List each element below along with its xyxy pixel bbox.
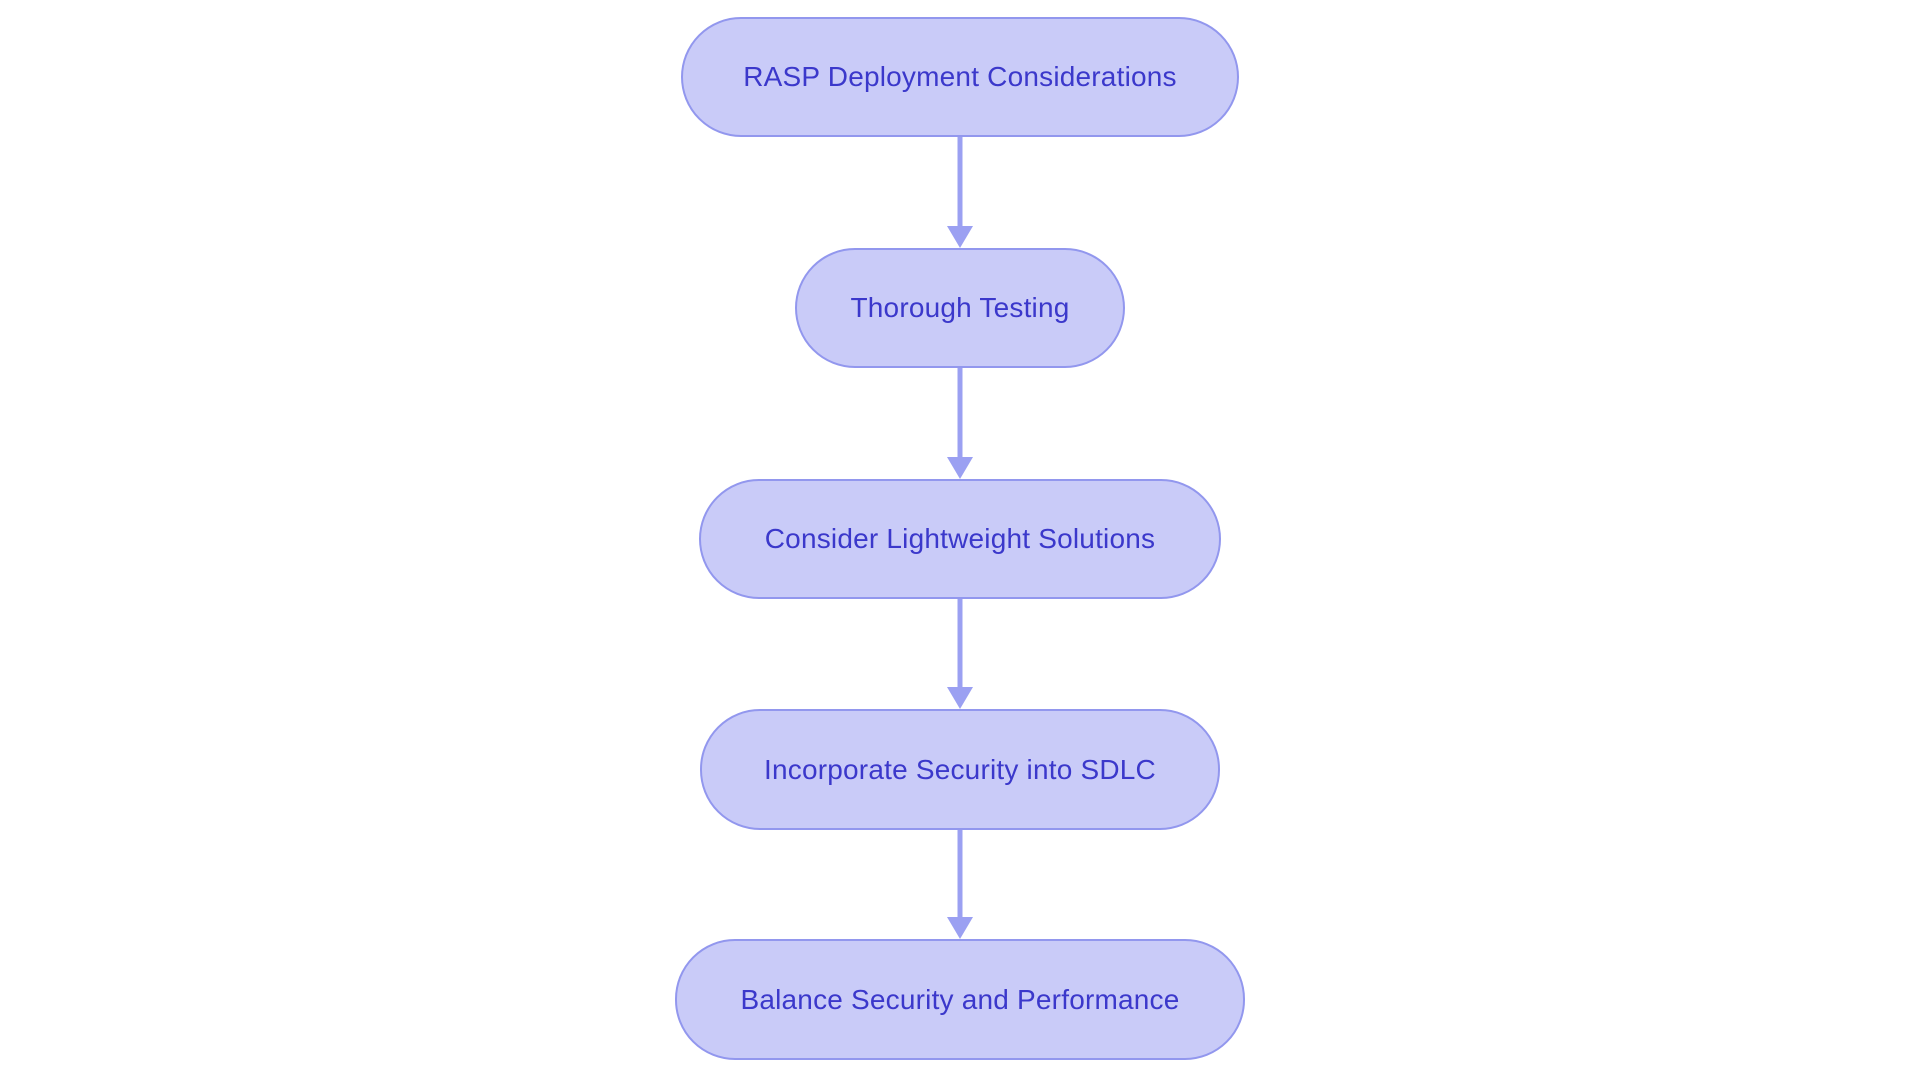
node-consider-lightweight-solutions: Consider Lightweight Solutions <box>699 479 1221 599</box>
node-label: Balance Security and Performance <box>740 983 1180 1015</box>
connector-arrow-2 <box>947 368 973 479</box>
arrow-head-icon <box>947 917 973 939</box>
connector-arrow-3 <box>947 599 973 709</box>
node-rasp-deployment-considerations: RASP Deployment Considerations <box>681 17 1239 137</box>
connector-arrow-1 <box>947 137 973 248</box>
node-label: RASP Deployment Considerations <box>743 61 1177 93</box>
node-balance-security-and-performance: Balance Security and Performance <box>675 939 1245 1060</box>
node-label: Thorough Testing <box>850 292 1070 324</box>
arrow-line <box>957 368 963 459</box>
node-thorough-testing: Thorough Testing <box>795 248 1125 368</box>
arrow-head-icon <box>947 457 973 479</box>
arrow-head-icon <box>947 687 973 709</box>
node-label: Incorporate Security into SDLC <box>764 753 1156 785</box>
arrow-line <box>957 137 963 228</box>
connector-arrow-4 <box>947 830 973 939</box>
node-incorporate-security-into-sdlc: Incorporate Security into SDLC <box>700 709 1220 830</box>
arrow-line <box>957 599 963 689</box>
arrow-line <box>957 830 963 919</box>
node-label: Consider Lightweight Solutions <box>764 523 1156 555</box>
arrow-head-icon <box>947 226 973 248</box>
